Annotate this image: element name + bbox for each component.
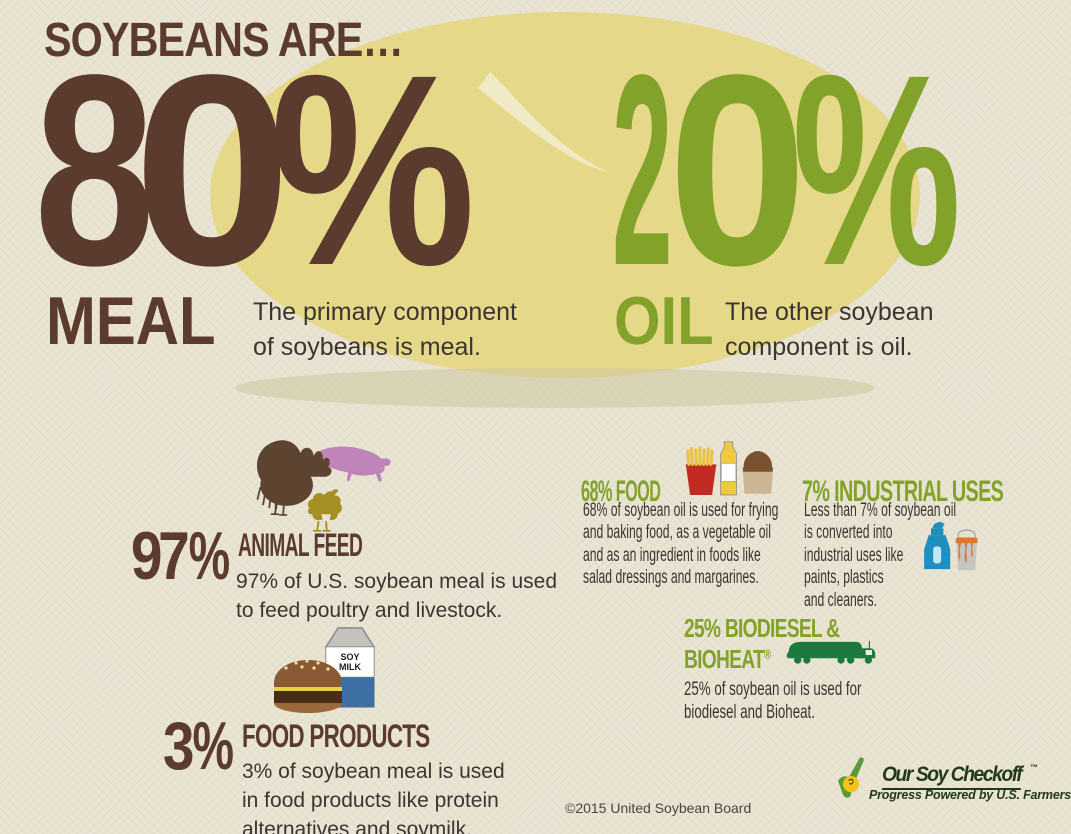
svg-text:MILK: MILK (339, 662, 361, 672)
svg-text:SOY: SOY (340, 652, 359, 662)
